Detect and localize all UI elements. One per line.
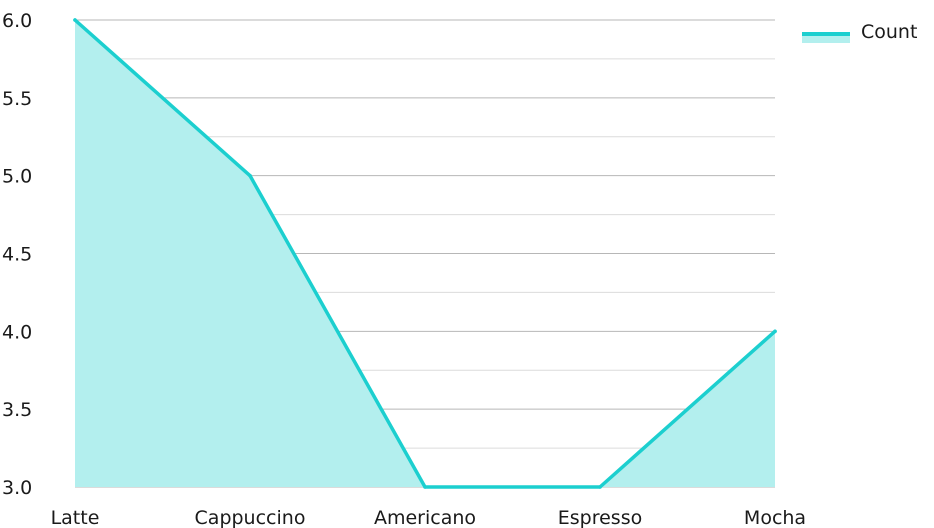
y-tick-label: 5.5	[2, 88, 32, 110]
data-point-cappuccino	[248, 173, 252, 178]
y-tick-label: 3.0	[2, 477, 32, 499]
legend-swatch-fill	[802, 34, 850, 43]
area-fill-count	[75, 20, 775, 487]
data-point-latte	[73, 18, 77, 22]
x-tick-label-mocha: Mocha	[744, 507, 806, 528]
y-tick-label: 4.5	[2, 244, 32, 266]
data-point-espresso	[598, 485, 602, 489]
data-point-americano	[423, 485, 427, 489]
area-fill-layer	[75, 20, 775, 487]
x-tick-label-espresso: Espresso	[558, 507, 642, 528]
legend: Count	[802, 21, 917, 43]
data-point-mocha	[773, 329, 777, 334]
x-tick-label-americano: Americano	[374, 507, 476, 528]
y-tick-label: 4.0	[2, 321, 32, 343]
legend-label-count: Count	[861, 21, 917, 43]
y-tick-label: 6.0	[2, 10, 32, 32]
x-axis-tick-labels: Latte Cappuccino Americano Espresso Mocha	[51, 507, 806, 528]
series-line-layer	[73, 18, 777, 489]
y-tick-label: 5.0	[2, 166, 32, 188]
x-tick-label-latte: Latte	[51, 507, 100, 528]
y-axis-tick-labels: 6.0 5.5 5.0 4.5 4.0 3.5 3.0	[2, 10, 32, 499]
y-tick-label: 3.5	[2, 399, 32, 421]
x-tick-label-cappuccino: Cappuccino	[195, 507, 306, 528]
